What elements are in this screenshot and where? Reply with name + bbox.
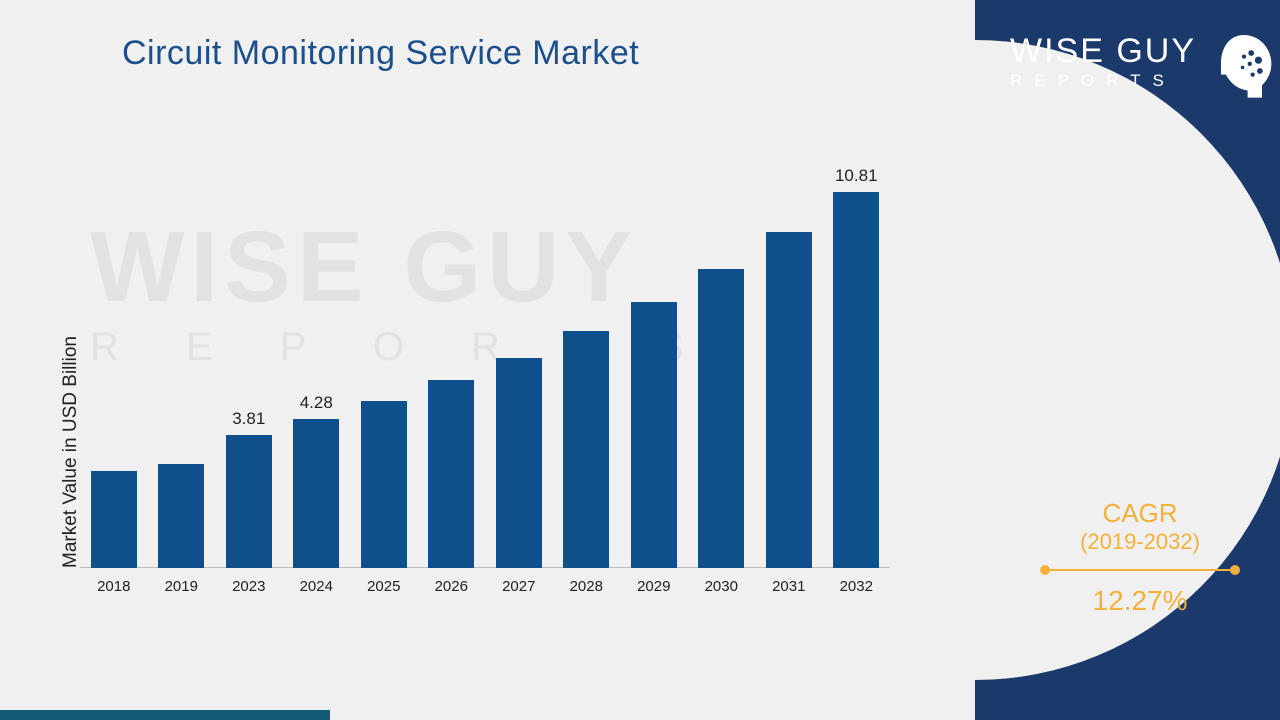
cagr-value: 12.27% [1030,585,1250,617]
bar-slot: 4.282024 [283,168,351,568]
bar [226,435,272,568]
bar-slot: 2027 [485,168,553,568]
bar [631,302,677,568]
y-axis-label: Market Value in USD Billion [60,336,82,568]
infographic-canvas: WISE GUY R E P O R T S Circuit Monitorin… [0,0,1280,720]
brand-head-icon [1208,26,1280,109]
plot-area: 201820193.8120234.2820242025202620272028… [80,168,890,568]
bar [91,471,137,568]
bar-slot: 2025 [350,168,418,568]
chart-title: Circuit Monitoring Service Market [122,34,639,73]
bar [496,358,542,568]
brand-logo-sub: REPORTS [1010,71,1196,91]
bar-slot: 3.812023 [215,168,283,568]
x-tick-label: 2028 [570,578,603,595]
bar-slot: 2031 [755,168,823,568]
bar [293,419,339,568]
bar [158,464,204,568]
bar-value-label: 4.28 [300,393,333,413]
x-tick-label: 2032 [840,578,873,595]
bar-slot: 2030 [688,168,756,568]
x-tick-label: 2024 [300,578,333,595]
bar [833,192,879,568]
bar [766,232,812,568]
cagr-range: (2019-2032) [1030,529,1250,555]
cagr-divider [1045,569,1235,571]
bar [563,331,609,568]
bar-slot: 2029 [620,168,688,568]
bar [428,380,474,568]
x-tick-label: 2018 [97,578,130,595]
x-tick-label: 2030 [705,578,738,595]
x-tick-label: 2029 [637,578,670,595]
bar-slot: 2026 [418,168,486,568]
bar-value-label: 3.81 [232,409,265,429]
x-tick-label: 2031 [772,578,805,595]
bar-slot: 10.812032 [823,168,891,568]
bar-slot: 2018 [80,168,148,568]
x-tick-label: 2019 [165,578,198,595]
x-tick-label: 2025 [367,578,400,595]
x-tick-label: 2027 [502,578,535,595]
brand-logo-main: WISE GUY [1010,32,1196,71]
brand-logo: WISE GUY REPORTS [1010,32,1196,91]
bar-slot: 2019 [148,168,216,568]
x-tick-label: 2026 [435,578,468,595]
bar-chart: Market Value in USD Billion 201820193.81… [80,168,890,568]
bottom-accent-bar [0,710,330,720]
bar-slot: 2028 [553,168,621,568]
bar [361,401,407,568]
cagr-block: CAGR (2019-2032) 12.27% [1030,498,1250,617]
cagr-title: CAGR [1030,498,1250,529]
bar-value-label: 10.81 [835,166,878,186]
bar [698,269,744,568]
x-tick-label: 2023 [232,578,265,595]
